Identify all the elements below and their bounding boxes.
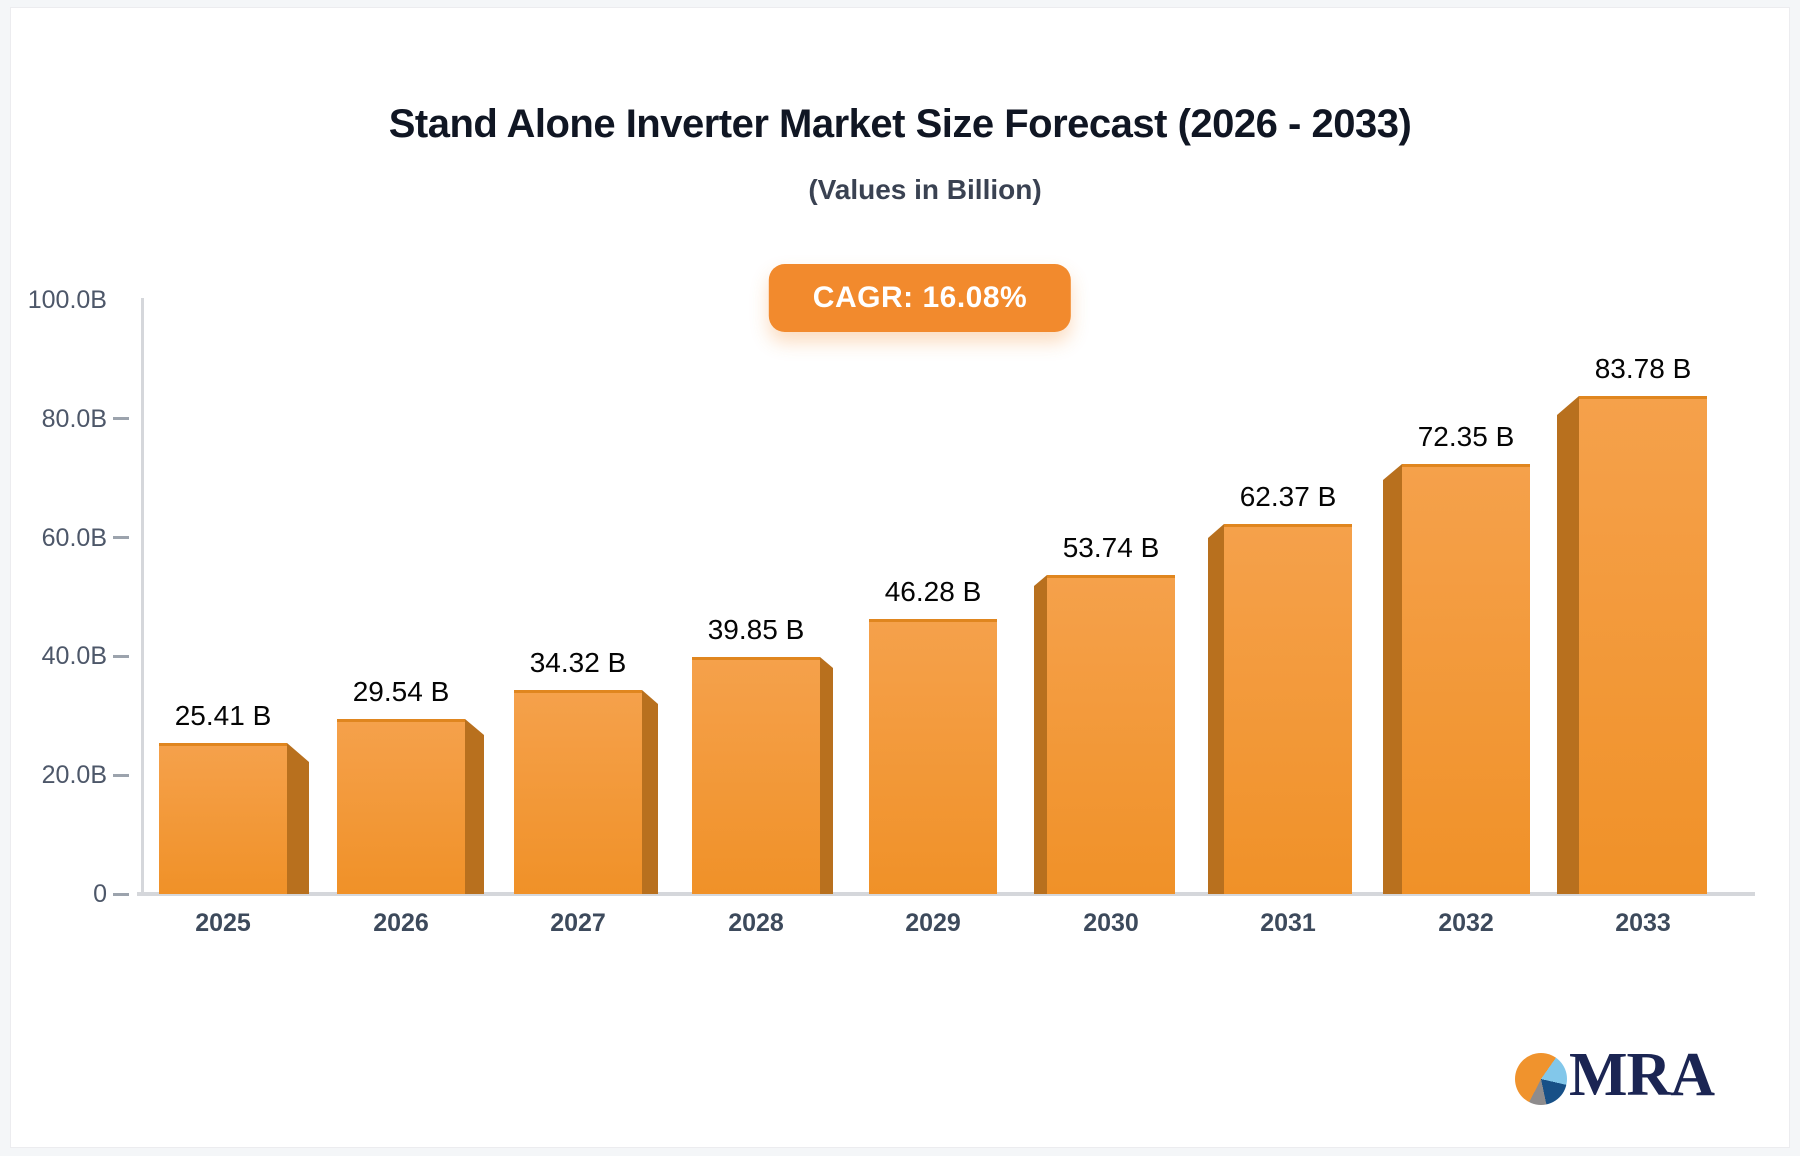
bar bbox=[1579, 396, 1707, 894]
y-axis-tick bbox=[113, 536, 129, 540]
bar-value-label: 46.28 B bbox=[884, 576, 982, 607]
x-axis-category-label: 2026 bbox=[373, 909, 429, 937]
y-axis-tick-label: 40.0B bbox=[41, 642, 107, 671]
bar bbox=[1402, 464, 1530, 894]
x-axis-category-label: 2027 bbox=[550, 909, 606, 937]
y-axis-tick-label: 20.0B bbox=[41, 761, 107, 790]
bar-3d-side bbox=[642, 690, 658, 894]
bar bbox=[692, 657, 820, 894]
x-axis-category-label: 2025 bbox=[195, 909, 251, 937]
bar-value-label: 39.85 B bbox=[707, 614, 805, 645]
bar-value-label: 29.54 B bbox=[352, 676, 450, 707]
x-axis-line bbox=[137, 892, 1755, 896]
bar bbox=[1047, 575, 1175, 894]
x-axis-category-label: 2032 bbox=[1438, 909, 1494, 937]
bar-value-label: 62.37 B bbox=[1239, 481, 1337, 512]
y-axis-tick-label: 100.0B bbox=[27, 286, 107, 314]
y-axis-tick bbox=[113, 654, 129, 658]
y-axis-tick bbox=[113, 417, 129, 421]
chart-card: Stand Alone Inverter Market Size Forecas… bbox=[10, 7, 1790, 1148]
x-axis-category-label: 2031 bbox=[1260, 909, 1316, 937]
bar-3d-side bbox=[1208, 524, 1224, 894]
bar-value-label: 83.78 B bbox=[1594, 353, 1692, 384]
pie-chart-logo-icon bbox=[1515, 1053, 1567, 1105]
x-axis-category-label: 2033 bbox=[1615, 909, 1671, 937]
bar-3d-side bbox=[1034, 575, 1047, 894]
bar bbox=[1224, 524, 1352, 894]
x-axis-category-label: 2030 bbox=[1083, 909, 1139, 937]
y-axis-tick-label: 0 bbox=[93, 880, 107, 908]
bar-value-label: 34.32 B bbox=[529, 647, 627, 678]
x-axis-category-label: 2028 bbox=[728, 909, 784, 937]
x-axis-category-label: 2029 bbox=[905, 909, 961, 937]
bar bbox=[159, 743, 287, 894]
bar-3d-side bbox=[287, 743, 309, 894]
chart-subtitle: (Values in Billion) bbox=[808, 174, 1042, 205]
y-axis-tick bbox=[113, 892, 129, 896]
cagr-badge: CAGR: 16.08% bbox=[768, 264, 1072, 332]
chart-title: Stand Alone Inverter Market Size Forecas… bbox=[388, 102, 1412, 146]
bar-3d-side bbox=[465, 719, 484, 894]
bar bbox=[514, 690, 642, 894]
y-axis-tick-label: 60.0B bbox=[41, 523, 107, 552]
bar-3d-side bbox=[1383, 464, 1402, 894]
bar-value-label: 53.74 B bbox=[1062, 532, 1160, 563]
bar-3d-side bbox=[820, 657, 833, 894]
bar bbox=[337, 719, 465, 894]
logo-text: MRA bbox=[1569, 1041, 1715, 1109]
bar-value-label: 72.35 B bbox=[1417, 421, 1515, 452]
bar-value-label: 25.41 B bbox=[174, 700, 272, 731]
y-axis-tick-label: 80.0B bbox=[41, 404, 107, 433]
y-axis-tick bbox=[113, 773, 129, 777]
bar-3d-side bbox=[1557, 396, 1579, 894]
y-axis-line bbox=[141, 298, 144, 896]
bar bbox=[869, 619, 997, 894]
mra-logo: MRA bbox=[1515, 1041, 1715, 1109]
